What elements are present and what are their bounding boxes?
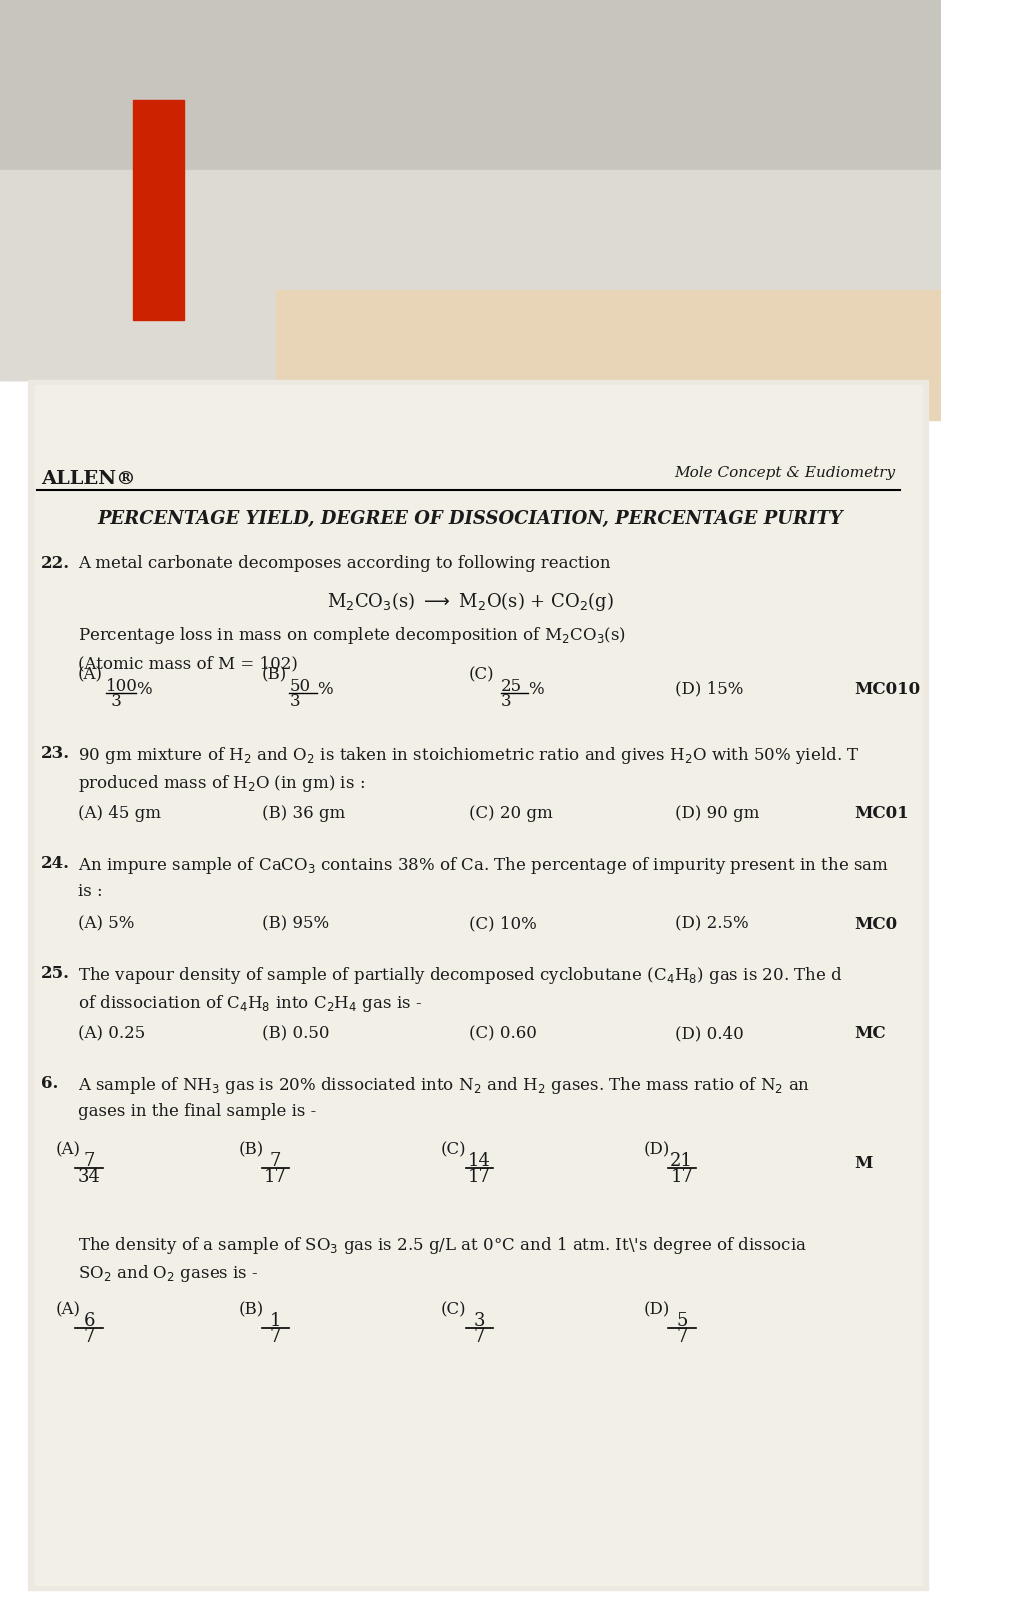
Text: ALLEN®: ALLEN®: [41, 470, 136, 488]
Text: PERCENTAGE YIELD, DEGREE OF DISSOCIATION, PERCENTAGE PURITY: PERCENTAGE YIELD, DEGREE OF DISSOCIATION…: [97, 510, 843, 528]
Text: (D) 0.40: (D) 0.40: [675, 1026, 744, 1043]
Text: (C): (C): [469, 667, 495, 683]
Text: 50: 50: [290, 678, 310, 696]
Text: 7: 7: [676, 1328, 687, 1346]
Text: A metal carbonate decomposes according to following reaction: A metal carbonate decomposes according t…: [78, 555, 610, 572]
Text: 34: 34: [78, 1167, 100, 1187]
Text: 3: 3: [290, 692, 300, 710]
Text: 6: 6: [83, 1312, 95, 1330]
Bar: [275, 290, 941, 420]
Text: (A) 0.25: (A) 0.25: [78, 1026, 145, 1043]
Text: MC010: MC010: [854, 681, 921, 697]
Text: M: M: [854, 1156, 872, 1172]
Bar: [28, 380, 928, 1591]
Text: (D) 2.5%: (D) 2.5%: [675, 916, 749, 932]
Text: %: %: [136, 681, 152, 697]
Text: produced mass of H$_2$O (in gm) is :: produced mass of H$_2$O (in gm) is :: [78, 773, 366, 794]
Bar: [0, 171, 941, 380]
Text: 22.: 22.: [41, 555, 71, 572]
Text: (Atomic mass of M = 102): (Atomic mass of M = 102): [78, 655, 298, 671]
Text: MC0: MC0: [854, 916, 898, 932]
Text: 5: 5: [676, 1312, 687, 1330]
Text: 7: 7: [83, 1153, 95, 1170]
Text: An impure sample of CaCO$_3$ contains 38% of Ca. The percentage of impurity pres: An impure sample of CaCO$_3$ contains 38…: [78, 855, 889, 876]
Text: (D) 90 gm: (D) 90 gm: [675, 805, 760, 823]
Text: (B) 36 gm: (B) 36 gm: [262, 805, 345, 823]
Text: (A): (A): [55, 1141, 80, 1158]
Text: 3: 3: [501, 692, 511, 710]
Text: 17: 17: [468, 1167, 492, 1187]
Text: (C): (C): [441, 1141, 467, 1158]
Text: The vapour density of sample of partially decomposed cyclobutane (C$_4$H$_8$) ga: The vapour density of sample of partiall…: [78, 964, 843, 985]
Text: 23.: 23.: [41, 745, 71, 762]
Text: 7: 7: [270, 1328, 282, 1346]
Text: 1: 1: [270, 1312, 282, 1330]
Text: of dissociation of C$_4$H$_8$ into C$_2$H$_4$ gas is -: of dissociation of C$_4$H$_8$ into C$_2$…: [78, 993, 422, 1014]
Text: %: %: [317, 681, 333, 697]
Text: A sample of NH$_3$ gas is 20% dissociated into N$_2$ and H$_2$ gases. The mass r: A sample of NH$_3$ gas is 20% dissociate…: [78, 1075, 810, 1096]
Text: 3: 3: [105, 692, 122, 710]
Text: (C) 20 gm: (C) 20 gm: [469, 805, 552, 823]
Text: (B): (B): [239, 1141, 264, 1158]
Text: 25.: 25.: [41, 964, 71, 982]
Text: MC01: MC01: [854, 805, 909, 823]
Text: %: %: [528, 681, 544, 697]
Text: (B) 95%: (B) 95%: [262, 916, 329, 932]
Text: M$_2$CO$_3$(s) $\longrightarrow$ M$_2$O(s) + CO$_2$(g): M$_2$CO$_3$(s) $\longrightarrow$ M$_2$O(…: [327, 589, 614, 613]
Text: 7: 7: [83, 1328, 95, 1346]
Text: 90 gm mixture of H$_2$ and O$_2$ is taken in stoichiometric ratio and gives H$_2: 90 gm mixture of H$_2$ and O$_2$ is take…: [78, 745, 859, 766]
Bar: [133, 100, 183, 320]
Text: (C) 0.60: (C) 0.60: [469, 1026, 537, 1043]
Text: 25: 25: [501, 678, 522, 696]
Text: 24.: 24.: [41, 855, 71, 873]
Text: Percentage loss in mass on complete decomposition of M$_2$CO$_3$(s): Percentage loss in mass on complete deco…: [78, 625, 626, 646]
Text: (A) 45 gm: (A) 45 gm: [78, 805, 161, 823]
Text: 17: 17: [671, 1167, 693, 1187]
Text: MC: MC: [854, 1026, 886, 1043]
Text: 6.: 6.: [41, 1075, 58, 1092]
Text: (D): (D): [643, 1301, 670, 1319]
Text: 100: 100: [105, 678, 137, 696]
Text: 7: 7: [474, 1328, 485, 1346]
Text: 3: 3: [474, 1312, 485, 1330]
Text: gases in the final sample is -: gases in the final sample is -: [78, 1103, 316, 1121]
Text: 14: 14: [468, 1153, 492, 1170]
Text: (C) 10%: (C) 10%: [469, 916, 537, 932]
Bar: [0, 0, 941, 380]
Text: The density of a sample of SO$_3$ gas is 2.5 g/L at 0°C and 1 atm. It\'s degree : The density of a sample of SO$_3$ gas is…: [78, 1235, 807, 1256]
Text: is :: is :: [78, 882, 102, 900]
Text: Mole Concept & Eudiometry: Mole Concept & Eudiometry: [675, 465, 896, 480]
Text: (A): (A): [55, 1301, 80, 1319]
Text: SO$_2$ and O$_2$ gases is -: SO$_2$ and O$_2$ gases is -: [78, 1262, 259, 1285]
Text: (A) 5%: (A) 5%: [78, 916, 134, 932]
Bar: [35, 385, 922, 1584]
Text: 7: 7: [270, 1153, 282, 1170]
Text: 21: 21: [671, 1153, 693, 1170]
Text: (D) 15%: (D) 15%: [675, 681, 743, 697]
Text: (B): (B): [262, 667, 287, 683]
Text: (B) 0.50: (B) 0.50: [262, 1026, 330, 1043]
Text: (D): (D): [643, 1141, 670, 1158]
Text: (C): (C): [441, 1301, 467, 1319]
Text: 17: 17: [264, 1167, 287, 1187]
Text: (B): (B): [239, 1301, 264, 1319]
Text: (A): (A): [78, 667, 103, 683]
